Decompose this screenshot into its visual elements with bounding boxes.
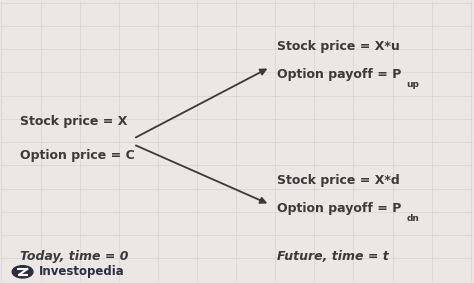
Text: Today, time = 0: Today, time = 0 (20, 250, 129, 263)
Text: up: up (407, 80, 419, 89)
Circle shape (12, 266, 33, 278)
Text: Stock price = X*u: Stock price = X*u (277, 40, 400, 53)
Text: Stock price = X*d: Stock price = X*d (277, 174, 400, 187)
Text: dn: dn (407, 214, 419, 223)
Text: Option payoff = P: Option payoff = P (277, 68, 401, 81)
Text: Option payoff = P: Option payoff = P (277, 202, 401, 215)
Text: Stock price = X: Stock price = X (20, 115, 128, 128)
Text: Investopedia: Investopedia (38, 265, 124, 278)
Text: Option price = C: Option price = C (20, 149, 135, 162)
Text: Future, time = t: Future, time = t (277, 250, 389, 263)
